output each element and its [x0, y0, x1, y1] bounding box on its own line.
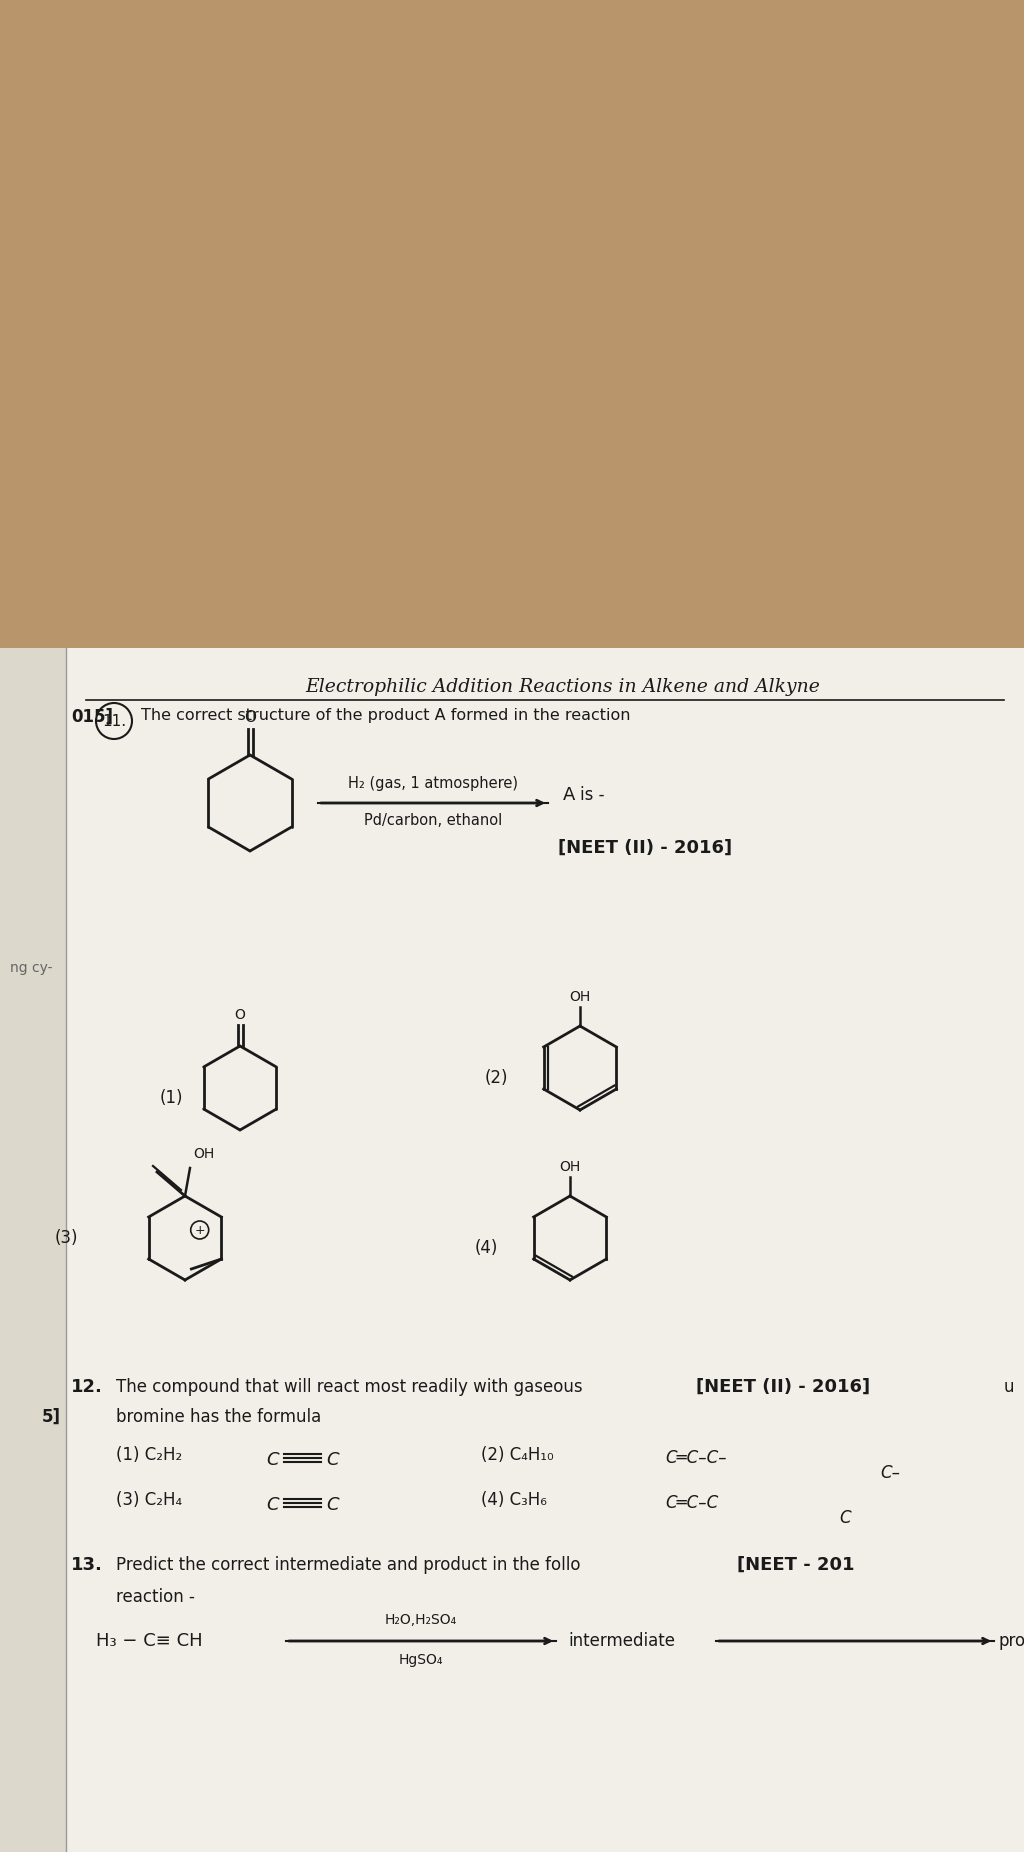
Text: C–: C–	[881, 1463, 901, 1482]
Text: is -: is -	[580, 785, 604, 804]
Text: Predict the correct intermediate and product in the follo: Predict the correct intermediate and pro…	[116, 1556, 581, 1574]
Text: (4) C₃H₆: (4) C₃H₆	[481, 1491, 547, 1509]
Text: 13.: 13.	[71, 1556, 102, 1574]
Text: intermediate: intermediate	[568, 1632, 675, 1650]
Text: (2) C₄H₁₀: (2) C₄H₁₀	[481, 1446, 554, 1463]
Text: (3) C₂H₄: (3) C₂H₄	[116, 1491, 182, 1509]
Text: O: O	[234, 1007, 246, 1022]
Text: C: C	[326, 1496, 339, 1513]
Text: (4): (4)	[475, 1239, 498, 1258]
Text: The compound that will react most readily with gaseous: The compound that will react most readil…	[116, 1378, 583, 1396]
Text: u: u	[1004, 1378, 1014, 1396]
Text: (3): (3)	[54, 1230, 78, 1246]
Text: 5]: 5]	[42, 1408, 61, 1426]
Text: H₃ − C≡ CH: H₃ − C≡ CH	[96, 1632, 203, 1650]
Text: C: C	[840, 1509, 851, 1528]
Text: [NEET (II) - 2016]: [NEET (II) - 2016]	[696, 1378, 870, 1396]
Text: (2): (2)	[484, 1069, 508, 1087]
Bar	[0, 648, 1024, 1852]
Text: O: O	[244, 709, 256, 726]
Text: The correct structure of the product A formed in the reaction: The correct structure of the product A f…	[141, 707, 631, 722]
Text: C: C	[266, 1496, 279, 1513]
Text: ng cy-: ng cy-	[10, 961, 52, 974]
Text: 015]: 015]	[71, 707, 113, 726]
Text: (1) C₂H₂: (1) C₂H₂	[116, 1446, 182, 1463]
Text: OH: OH	[559, 1159, 581, 1174]
Text: C═C–C: C═C–C	[666, 1495, 719, 1511]
Text: C═C–C–: C═C–C–	[666, 1448, 727, 1467]
Text: (1): (1)	[160, 1089, 183, 1107]
Text: produ: produ	[999, 1632, 1024, 1650]
Text: C: C	[326, 1450, 339, 1469]
Text: 12.: 12.	[71, 1378, 102, 1396]
Text: [NEET (II) - 2016]: [NEET (II) - 2016]	[558, 839, 732, 857]
Text: 11.: 11.	[102, 713, 126, 728]
Text: Pd/carbon, ethanol: Pd/carbon, ethanol	[364, 813, 502, 828]
Text: H₂ (gas, 1 atmosphere): H₂ (gas, 1 atmosphere)	[348, 776, 518, 791]
Bar	[0, 648, 66, 1852]
Text: Electrophilic Addition Reactions in Alkene and Alkyne: Electrophilic Addition Reactions in Alke…	[306, 678, 820, 696]
Text: +: +	[195, 1224, 205, 1237]
Text: bromine has the formula: bromine has the formula	[116, 1408, 322, 1426]
Text: reaction -: reaction -	[116, 1587, 195, 1606]
Text: [NEET - 201: [NEET - 201	[737, 1556, 855, 1574]
Text: OH: OH	[193, 1146, 214, 1161]
Text: H₂O,H₂SO₄: H₂O,H₂SO₄	[385, 1613, 457, 1628]
Text: C: C	[266, 1450, 279, 1469]
Text: OH: OH	[569, 991, 591, 1004]
Text: A: A	[563, 785, 575, 804]
Text: HgSO₄: HgSO₄	[398, 1654, 443, 1667]
